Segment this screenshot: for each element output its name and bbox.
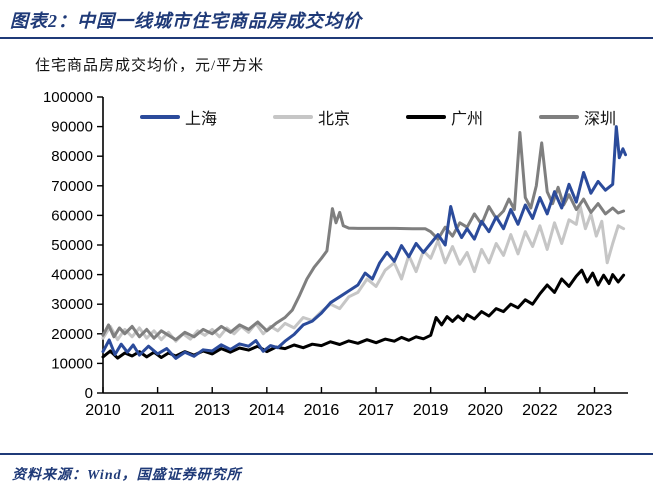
y-axis-tick-label: 50000 xyxy=(51,237,93,254)
series-line-beijing xyxy=(101,203,626,343)
y-axis-tick-label: 10000 xyxy=(51,355,93,372)
legend-swatch-guangzhou xyxy=(406,115,447,119)
x-axis-tick-label: 2016 xyxy=(304,402,340,419)
y-axis-tick-label: 20000 xyxy=(51,326,93,343)
legend-label-guangzhou: 广州 xyxy=(451,111,484,128)
title-divider xyxy=(0,37,653,39)
x-axis-tick-label: 2023 xyxy=(577,402,613,419)
legend-label-shanghai: 上海 xyxy=(185,111,218,128)
y-axis-tick-label: 70000 xyxy=(51,178,93,195)
x-axis-tick-label: 2013 xyxy=(194,402,230,419)
series-line-shenzhen xyxy=(101,131,626,342)
source-divider xyxy=(0,453,653,455)
chart-legend: 上海 北京 广州 深圳 xyxy=(140,105,616,129)
series-line-shanghai xyxy=(101,125,627,360)
y-axis-tick-label: 60000 xyxy=(51,207,93,224)
x-axis-tick-label: 2020 xyxy=(467,402,503,419)
legend-label-beijing: 北京 xyxy=(318,111,351,128)
legend-item-guangzhou: 广州 xyxy=(406,105,483,129)
y-axis-tick-label: 0 xyxy=(85,385,93,402)
x-axis-tick-label: 2022 xyxy=(522,402,558,419)
legend-item-shanghai: 上海 xyxy=(140,105,217,129)
legend-swatch-shanghai xyxy=(140,115,180,119)
y-axis-tick-label: 90000 xyxy=(51,119,93,136)
y-axis-tick-label: 40000 xyxy=(51,267,93,284)
axis-unit-note: 住宅商品房成交均价，元/平方米 xyxy=(35,58,265,74)
x-axis-tick-label: 2017 xyxy=(358,402,394,419)
legend-swatch-beijing xyxy=(273,115,314,119)
y-axis-tick-label: 100000 xyxy=(43,89,93,106)
legend-swatch-shenzhen xyxy=(539,115,580,119)
x-axis-tick-label: 2019 xyxy=(413,402,449,419)
y-axis-tick-label: 80000 xyxy=(51,148,93,165)
source-note: 资料来源：Wind，国盛证券研究所 xyxy=(12,468,242,483)
figure-title: 图表2：中国一线城市住宅商品房成交均价 xyxy=(10,11,362,31)
legend-label-shenzhen: 深圳 xyxy=(584,111,617,128)
x-axis-tick-label: 2014 xyxy=(249,402,285,419)
legend-item-beijing: 北京 xyxy=(273,105,350,129)
x-axis-tick-label: 2011 xyxy=(140,402,175,419)
legend-item-shenzhen: 深圳 xyxy=(539,105,616,129)
x-axis-tick-label: 2010 xyxy=(85,402,121,419)
y-axis-tick-label: 30000 xyxy=(51,296,93,313)
